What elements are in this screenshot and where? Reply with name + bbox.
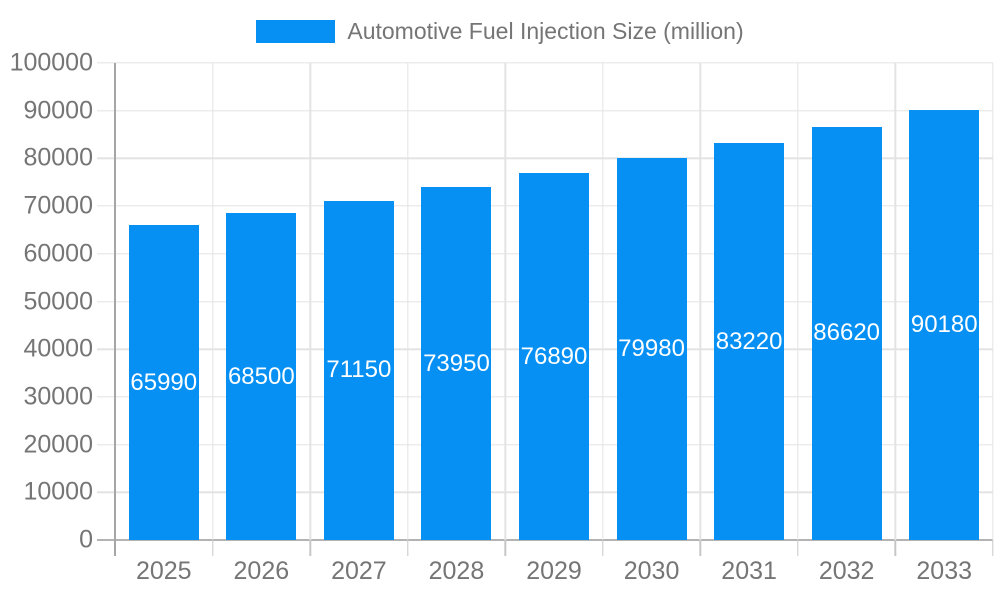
y-axis-label: 80000 [23, 143, 93, 172]
gridline-vertical [602, 63, 604, 540]
x-axis-tick [797, 540, 799, 556]
y-axis-label: 10000 [23, 477, 93, 506]
gridline-vertical [406, 63, 409, 540]
bar[interactable]: 86620 [811, 126, 882, 540]
gridline-horizontal [97, 157, 993, 160]
x-axis-tick [504, 540, 506, 556]
bar[interactable]: 65990 [128, 225, 199, 540]
legend: Automotive Fuel Injection Size (million) [0, 18, 1000, 45]
y-axis-label: 60000 [23, 239, 93, 268]
x-axis-label: 2029 [526, 557, 582, 585]
x-axis-tick [406, 540, 409, 556]
y-axis-label: 50000 [23, 287, 93, 315]
bar-value-label: 68500 [227, 362, 295, 390]
bar[interactable]: 68500 [226, 213, 297, 540]
y-axis-line [114, 63, 116, 556]
x-axis-baseline [97, 539, 993, 541]
bar[interactable]: 83220 [714, 143, 785, 540]
x-axis-label: 2032 [818, 557, 875, 585]
bar-value-label: 73950 [423, 349, 490, 377]
y-axis-label: 100000 [9, 48, 93, 77]
bar-value-label: 71150 [326, 356, 392, 384]
gridline-vertical [309, 63, 311, 540]
gridline-vertical [211, 63, 214, 540]
gridline-vertical [797, 63, 799, 540]
y-axis-label: 30000 [23, 382, 93, 411]
gridline-horizontal [97, 109, 993, 112]
x-axis-tick [602, 540, 604, 556]
gridline-vertical [699, 63, 702, 540]
x-axis-label: 2033 [916, 557, 973, 585]
gridline-vertical [894, 63, 897, 540]
gridline-vertical [504, 63, 506, 540]
x-axis-tick [309, 540, 311, 556]
x-axis-label: 2025 [135, 557, 192, 585]
legend-swatch [256, 20, 336, 43]
x-axis-label: 2027 [331, 557, 387, 585]
x-axis-label: 2031 [721, 557, 777, 585]
y-axis-label: 70000 [23, 191, 93, 220]
y-axis-label: 0 [79, 525, 93, 554]
bar[interactable]: 73950 [421, 187, 492, 540]
bar[interactable]: 90180 [909, 109, 980, 540]
x-axis-tick [699, 540, 702, 556]
gridline-vertical [992, 63, 994, 540]
x-axis-label: 2026 [233, 557, 290, 585]
x-axis-label: 2030 [623, 557, 680, 585]
bar-value-label: 76890 [520, 342, 588, 370]
bar-value-label: 65990 [130, 368, 198, 396]
y-axis-label: 40000 [23, 334, 93, 363]
y-axis-label: 20000 [23, 430, 93, 459]
bar-value-label: 83220 [715, 327, 783, 355]
x-axis-label: 2028 [428, 557, 485, 585]
x-axis-tick [211, 540, 214, 556]
bar[interactable]: 76890 [519, 173, 589, 540]
x-axis-tick [894, 540, 897, 556]
legend-label: Automotive Fuel Injection Size (million) [347, 18, 744, 44]
bar-value-label: 86620 [813, 319, 881, 347]
bar-value-label: 79980 [618, 335, 685, 363]
bar[interactable]: 71150 [323, 200, 394, 540]
y-axis-label: 90000 [23, 96, 93, 125]
gridline-horizontal [97, 62, 993, 64]
bar-value-label: 90180 [910, 310, 978, 338]
bar[interactable]: 79980 [616, 158, 687, 540]
x-axis-tick [992, 540, 994, 556]
